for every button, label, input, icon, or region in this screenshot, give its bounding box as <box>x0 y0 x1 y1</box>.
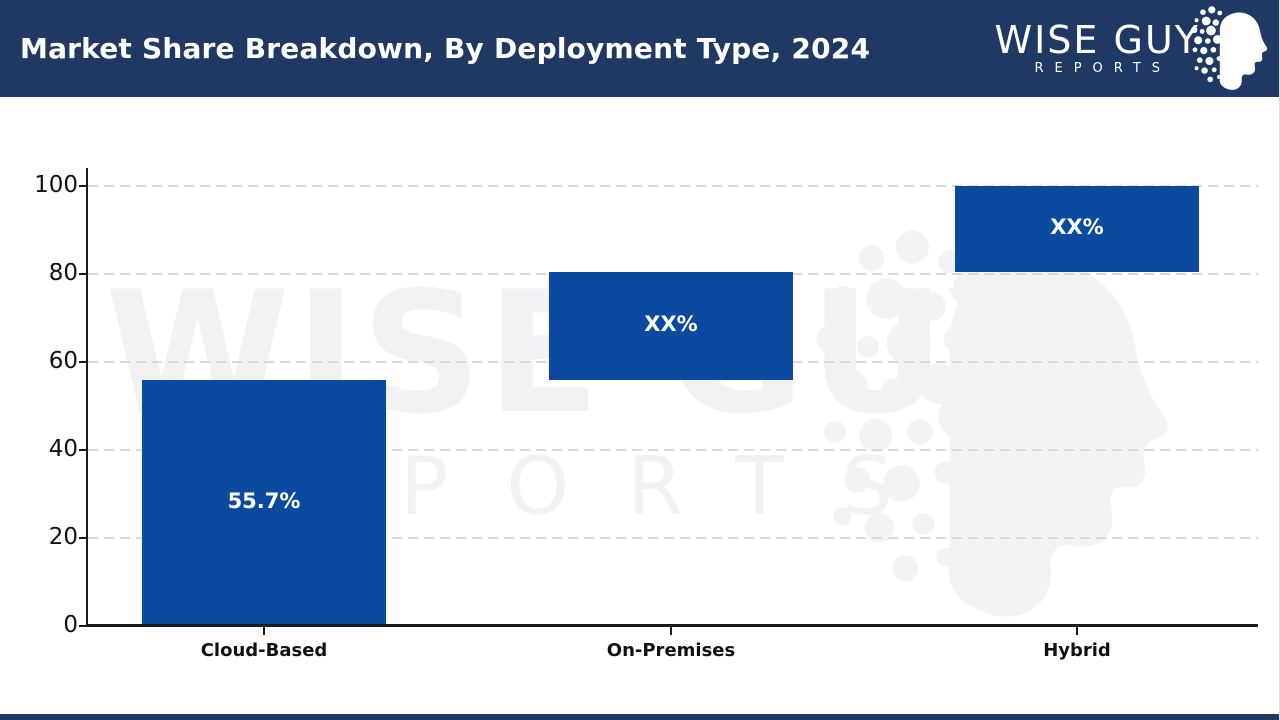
y-tick-mark <box>79 536 86 539</box>
gridline <box>88 448 1258 451</box>
x-category-label: On-Premises <box>606 640 736 661</box>
header-bar: Market Share Breakdown, By Deployment Ty… <box>0 0 1279 97</box>
bar-cloud-based <box>142 380 386 626</box>
y-tick-label: 60 <box>48 347 78 374</box>
x-tick-mark <box>263 626 265 635</box>
x-category-label: Hybrid <box>1043 640 1111 661</box>
bar-value-label: XX% <box>1050 214 1104 239</box>
y-tick-label: 40 <box>48 435 78 462</box>
logo-wordmark: WISE GUY <box>994 18 1200 62</box>
watermark-head-icon <box>816 230 1168 617</box>
y-axis-line <box>86 168 88 626</box>
logo-text: WISE GUY REPORTS <box>995 21 1200 76</box>
y-tick-mark <box>79 272 86 275</box>
y-tick-label: 20 <box>48 523 78 550</box>
gridline <box>88 536 1258 539</box>
bar-on-premises <box>549 272 793 381</box>
footer-bar <box>0 714 1279 720</box>
x-tick-mark <box>670 626 672 635</box>
logo-head-icon <box>1191 5 1268 90</box>
y-tick-mark <box>79 184 86 187</box>
bar-value-label: 55.7% <box>227 488 301 513</box>
y-tick-mark <box>79 360 86 363</box>
bar-hybrid <box>955 185 1199 273</box>
y-tick-label: 0 <box>63 611 78 638</box>
y-tick-label: 100 <box>34 171 78 198</box>
bar-value-label: XX% <box>644 312 698 337</box>
x-category-label: Cloud-Based <box>200 640 328 661</box>
y-tick-mark <box>79 624 86 627</box>
y-tick-mark <box>79 448 86 451</box>
page-title: Market Share Breakdown, By Deployment Ty… <box>20 32 871 65</box>
x-axis-line <box>86 624 1258 627</box>
logo-subtitle: REPORTS <box>1034 61 1172 76</box>
gridline <box>88 184 1258 187</box>
x-tick-mark <box>1076 626 1078 635</box>
y-tick-label: 80 <box>48 259 78 286</box>
wise-guy-reports-logo: WISE GUY REPORTS <box>995 5 1279 93</box>
